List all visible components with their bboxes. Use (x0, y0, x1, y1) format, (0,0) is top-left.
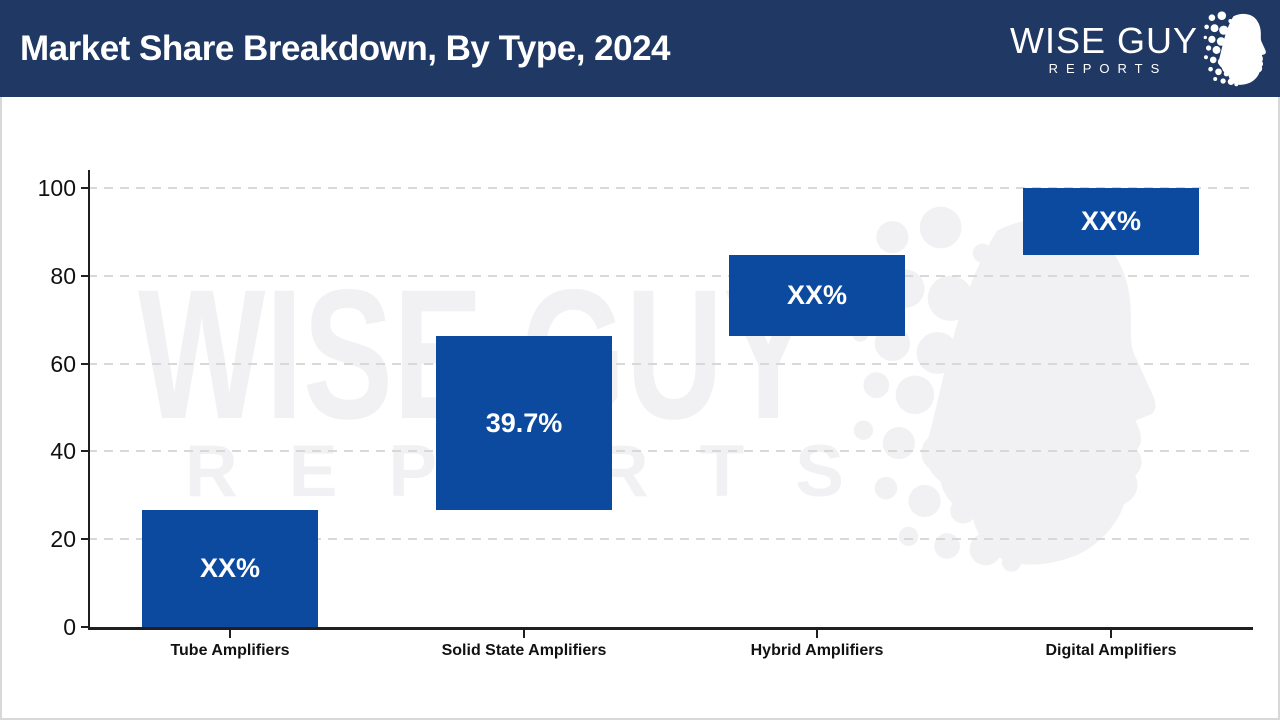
x-tick-mark (523, 630, 525, 638)
logo-subtext: REPORTS (1048, 60, 1168, 76)
bar-value-label: XX% (786, 279, 848, 310)
bar-hybrid-amplifiers: XX% (729, 254, 905, 336)
bar-tube-amplifiers: XX% (142, 510, 318, 627)
bar-value-label: 39.7% (485, 407, 563, 438)
x-axis-label: Hybrid Amplifiers (750, 642, 884, 659)
y-tick-label: 40 (50, 438, 76, 465)
y-tick-label: 60 (50, 350, 76, 377)
bar-digital-amplifiers: XX% (1023, 188, 1199, 255)
x-tick-mark (229, 630, 231, 638)
x-axis-label: Solid State Amplifiers (441, 642, 607, 659)
y-tick-label: 0 (63, 614, 76, 640)
x-tick-mark (1110, 630, 1112, 638)
x-axis-label: Tube Amplifiers (170, 642, 290, 659)
y-tick-mark (81, 450, 88, 453)
x-tick-mark (816, 630, 818, 638)
x-axis-line (88, 627, 1253, 630)
y-tick-label: 100 (37, 175, 76, 201)
bar-value-label: XX% (1080, 205, 1142, 236)
bar-value-label: XX% (199, 553, 261, 584)
y-axis-line (88, 170, 90, 629)
logo-face-icon (1203, 10, 1266, 86)
gridline (88, 450, 1253, 453)
gridline (88, 274, 1253, 277)
gridline (88, 362, 1253, 365)
watermark-face-icon (852, 206, 1156, 572)
y-tick-mark (81, 538, 88, 541)
gridline (88, 187, 1253, 189)
gridline (88, 538, 1253, 541)
y-tick-mark (81, 274, 88, 277)
header: Market Share Breakdown, By Type, 2024 WI… (0, 0, 1280, 97)
y-tick-mark (81, 362, 88, 365)
logo-wordmark-text: WISE GUY (1009, 19, 1198, 61)
y-tick-label: 20 (50, 526, 76, 553)
chart-title: Market Share Breakdown, By Type, 2024 (20, 28, 671, 68)
x-axis-label: Digital Amplifiers (1045, 642, 1177, 659)
y-tick-label: 80 (50, 262, 76, 289)
y-tick-mark (81, 626, 88, 628)
bar-solid-state-amplifiers: 39.7% (436, 335, 612, 511)
y-tick-mark (81, 187, 88, 189)
brand-wordmark: WISE GUY REPORTS (1009, 19, 1198, 76)
brand-logo: WISE GUY REPORTS (1009, 10, 1268, 87)
